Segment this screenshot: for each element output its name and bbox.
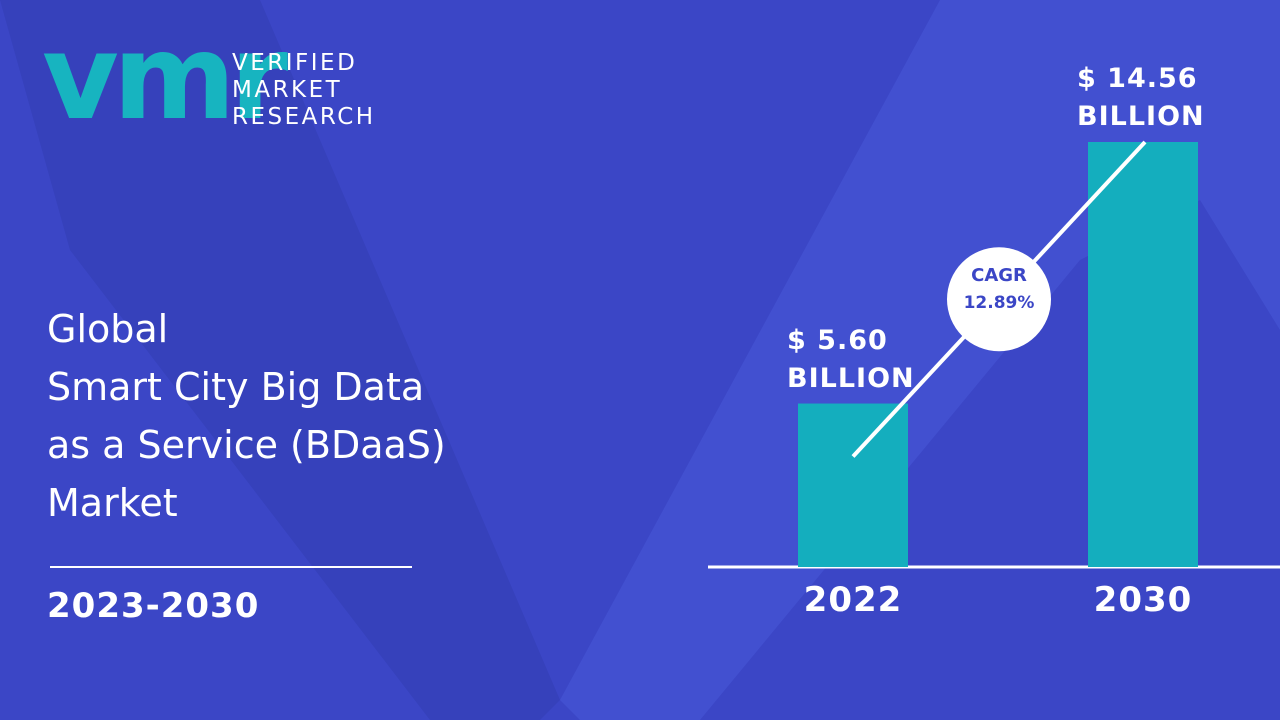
cagr-label: CAGR xyxy=(971,265,1027,287)
logo-mark: vmr xyxy=(42,8,288,146)
period: 2023-2030 xyxy=(47,586,260,626)
value-label: $ 14.56 BILLION xyxy=(1077,63,1205,132)
bar xyxy=(798,403,908,567)
x-tick-label: 2022 xyxy=(803,580,903,620)
title: Global Smart City Big Data as a Service … xyxy=(47,307,446,525)
x-tick-label: 2030 xyxy=(1093,580,1193,620)
bar xyxy=(1088,142,1198,567)
logo-name: VERIFIED MARKET RESEARCH xyxy=(232,50,376,130)
cagr-badge xyxy=(947,247,1051,352)
value-label: $ 5.60 BILLION xyxy=(787,324,915,394)
cagr-value: 12.89% xyxy=(963,293,1035,314)
decor-v xyxy=(0,0,560,720)
